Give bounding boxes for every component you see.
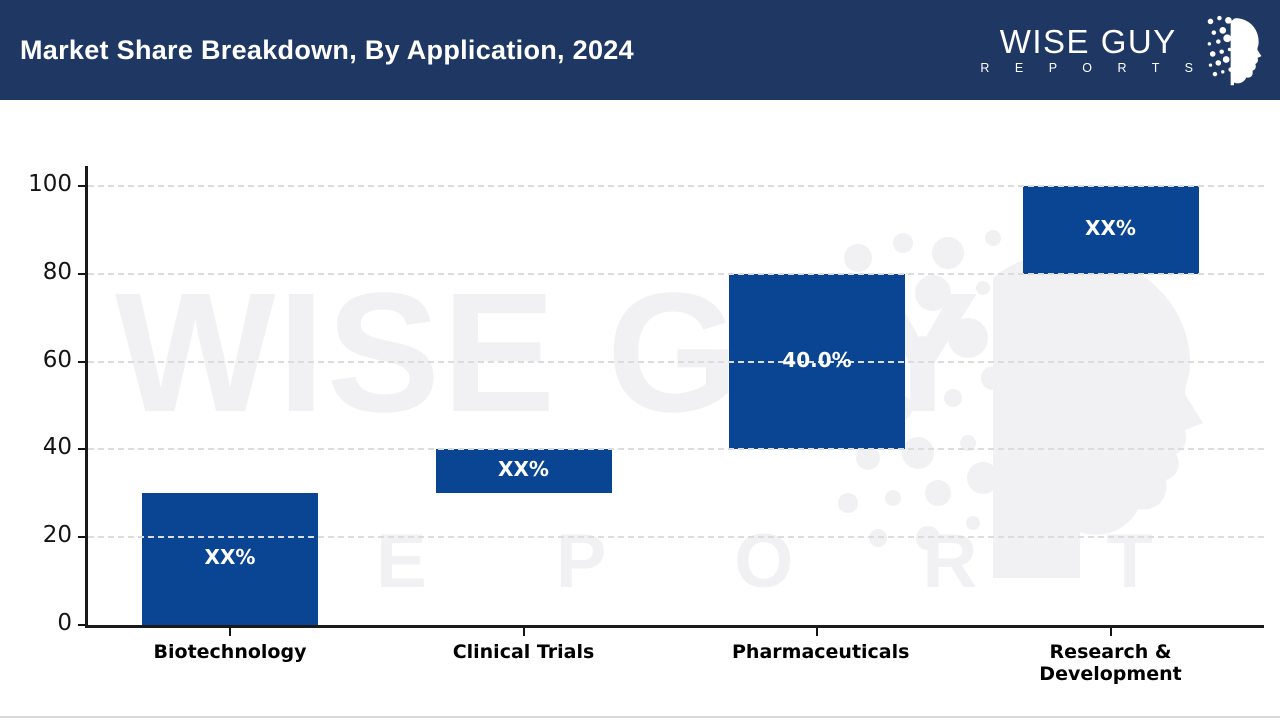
gridline-80	[88, 272, 1264, 275]
watermark-subtitle: R E P O R T S	[192, 519, 1280, 604]
x-category-label: Pharmaceuticals	[732, 641, 910, 663]
y-tick-label: 60	[42, 346, 72, 373]
bar-value-label: 40.0%	[782, 347, 852, 372]
bar-biotechnology	[142, 493, 318, 625]
x-category-label: Clinical Trials	[452, 641, 595, 663]
bar-clinical-trials	[435, 449, 612, 494]
gridline-60	[88, 360, 1264, 363]
y-tick-label: 0	[57, 610, 72, 636]
bar-value-label: XX%	[1085, 215, 1136, 240]
wiseguy-head-icon	[1207, 15, 1262, 86]
x-axis	[85, 625, 1264, 628]
chart-title: Market Share Breakdown, By Application, …	[20, 34, 634, 65]
y-tick-mark	[78, 360, 85, 363]
y-tick-label: 40	[42, 434, 72, 461]
y-axis	[85, 166, 88, 628]
x-category-label: Research & Development	[1039, 641, 1182, 686]
bottom-border	[0, 716, 1280, 718]
logo-subtitle: R E P O R T S	[980, 61, 1204, 76]
header-bar: Market Share Breakdown, By Application, …	[0, 0, 1280, 100]
x-tick-mark	[229, 627, 231, 636]
y-tick-mark	[78, 272, 85, 275]
bar-value-label: XX%	[204, 545, 256, 570]
bar-research-development	[1022, 186, 1199, 274]
y-tick-label: 100	[28, 171, 72, 197]
watermark-head-icon	[838, 230, 1203, 578]
x-tick-mark	[522, 627, 525, 636]
gridline-40	[88, 448, 1264, 451]
y-tick-mark	[78, 536, 85, 539]
y-tick-mark	[78, 185, 85, 187]
gridline-100	[88, 185, 1264, 187]
wiseguy-logo-text: WISE GUY R E P O R T S	[972, 22, 1204, 76]
logo-wordmark: WISE GUY	[999, 22, 1177, 60]
y-tick-mark	[78, 624, 85, 626]
x-category-label: Biotechnology	[153, 641, 307, 663]
bar-value-label: XX%	[498, 457, 549, 482]
gridline-20	[88, 536, 1264, 539]
y-tick-label: 80	[42, 258, 72, 285]
y-tick-mark	[78, 448, 85, 451]
x-tick-mark	[1109, 627, 1112, 636]
x-tick-mark	[816, 627, 818, 636]
y-tick-label: 20	[42, 522, 72, 549]
wiseguy-logo: WISE GUY R E P O R T S	[972, 13, 1262, 87]
